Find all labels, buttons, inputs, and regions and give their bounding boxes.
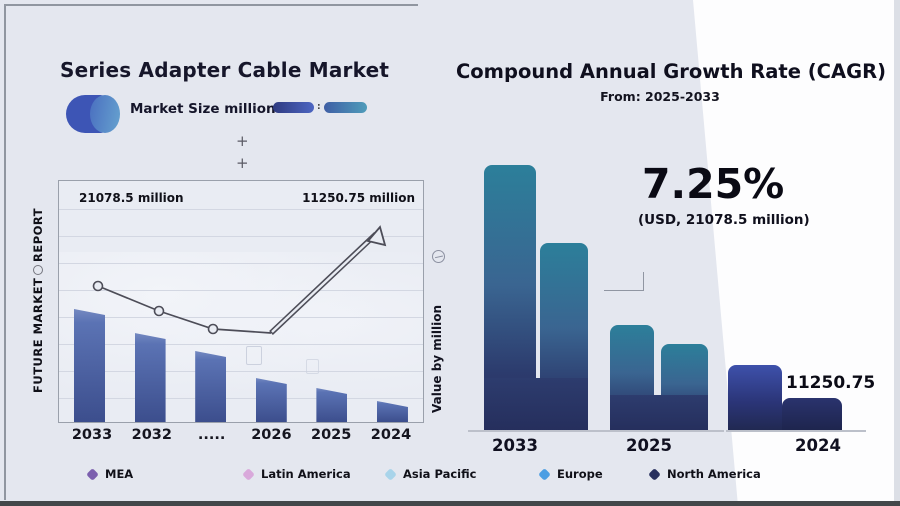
start-value-label: 21078.5 million (79, 191, 184, 205)
cagr-subtitle: From: 2025-2033 (600, 89, 720, 104)
left-x-axis: 2033 2032 ..... 2026 2025 2024 (58, 427, 425, 443)
x-tick-label: 2024 (370, 427, 412, 443)
page-title: Series Adapter Cable Market (60, 58, 390, 82)
end-value-label: 11250.75 million (302, 191, 415, 205)
market-size-bar (134, 333, 166, 422)
market-size-bar (255, 378, 287, 422)
left-axis-label: FUTURE MARKET REPORT (30, 180, 46, 421)
x-tick-label: 2026 (251, 427, 292, 443)
line-marker (207, 323, 219, 335)
ratio-pill-right (323, 102, 367, 113)
legend-label: Latin America (261, 467, 351, 481)
market-size-bar (376, 401, 408, 422)
faint-document-icon (246, 346, 262, 365)
market-size-label: Market Size million (130, 101, 276, 117)
left-axis-label-part2: REPORT (31, 207, 45, 262)
axis-baseline (726, 430, 866, 432)
cagr-bar (782, 398, 842, 432)
bar-group (59, 309, 423, 422)
cagr-value-note: (USD, 21078.5 million) (638, 212, 810, 228)
ratio-pill-left (273, 102, 314, 113)
legend-item-asia-pacific: Asia Pacific (384, 467, 477, 481)
bar-merge-base (484, 378, 588, 432)
ratio-separator: : (317, 102, 321, 112)
plus-icon: + (236, 154, 249, 172)
line-marker (92, 280, 104, 292)
legend-item-mea: MEA (86, 467, 134, 481)
legend-marker-icon (384, 467, 397, 481)
step-decoration (604, 272, 644, 291)
bar-pair-2033 (484, 165, 588, 432)
trend-line-svg (92, 225, 387, 336)
cylinder-cap (90, 95, 120, 133)
bar-pair-2025 (610, 325, 708, 432)
axis-baseline (468, 430, 724, 432)
cylinder-icon (66, 95, 120, 133)
legend-label: North America (667, 467, 761, 481)
left-axis-label-part1: FUTURE MARKET (31, 277, 45, 394)
bar-pair-2024 (728, 365, 842, 432)
faint-document-icon (306, 359, 319, 374)
bottom-edge-strip (0, 501, 900, 506)
arrow-head-icon (366, 225, 387, 247)
cagr-value: 7.25% (642, 160, 785, 208)
legend-item-europe: Europe (538, 467, 603, 481)
legend-marker-icon (648, 467, 661, 481)
market-size-bar (316, 388, 348, 422)
value-callout: 11250.75 (786, 373, 876, 393)
frame-corner-lines (4, 4, 418, 500)
bar-merge-base (610, 395, 708, 432)
legend-label: Asia Pacific (403, 467, 477, 481)
x-tick-label: 2024 (795, 436, 841, 455)
legend-item-latin-america: Latin America (242, 467, 351, 481)
x-tick-label: 2025 (626, 436, 672, 455)
legend-label: Europe (557, 467, 603, 481)
right-edge-strip (894, 0, 900, 506)
legend-item-north-america: North America (648, 467, 761, 481)
x-tick-label: ..... (197, 427, 226, 443)
x-tick-label: 2033 (492, 436, 538, 455)
line-marker (153, 305, 165, 317)
market-size-bar (74, 309, 105, 422)
right-axis-label: Value by million (430, 304, 444, 413)
minus-circle-icon (432, 250, 445, 263)
legend-marker-icon (242, 467, 255, 481)
legend-marker-icon (86, 467, 99, 481)
x-tick-label: 2032 (131, 427, 172, 443)
ratio-pills: : (273, 102, 367, 113)
registered-mark-icon (33, 264, 43, 275)
cagr-bar (728, 365, 782, 432)
market-size-chart: 21078.5 million 11250.75 million (58, 180, 424, 423)
x-tick-label: 2025 (311, 427, 352, 443)
legend-label: MEA (105, 467, 134, 481)
cagr-title: Compound Annual Growth Rate (CAGR) (455, 60, 887, 83)
market-size-bar (195, 351, 227, 422)
x-tick-label: 2033 (71, 427, 113, 443)
plus-icon: + (236, 132, 249, 150)
legend-marker-icon (538, 467, 551, 481)
